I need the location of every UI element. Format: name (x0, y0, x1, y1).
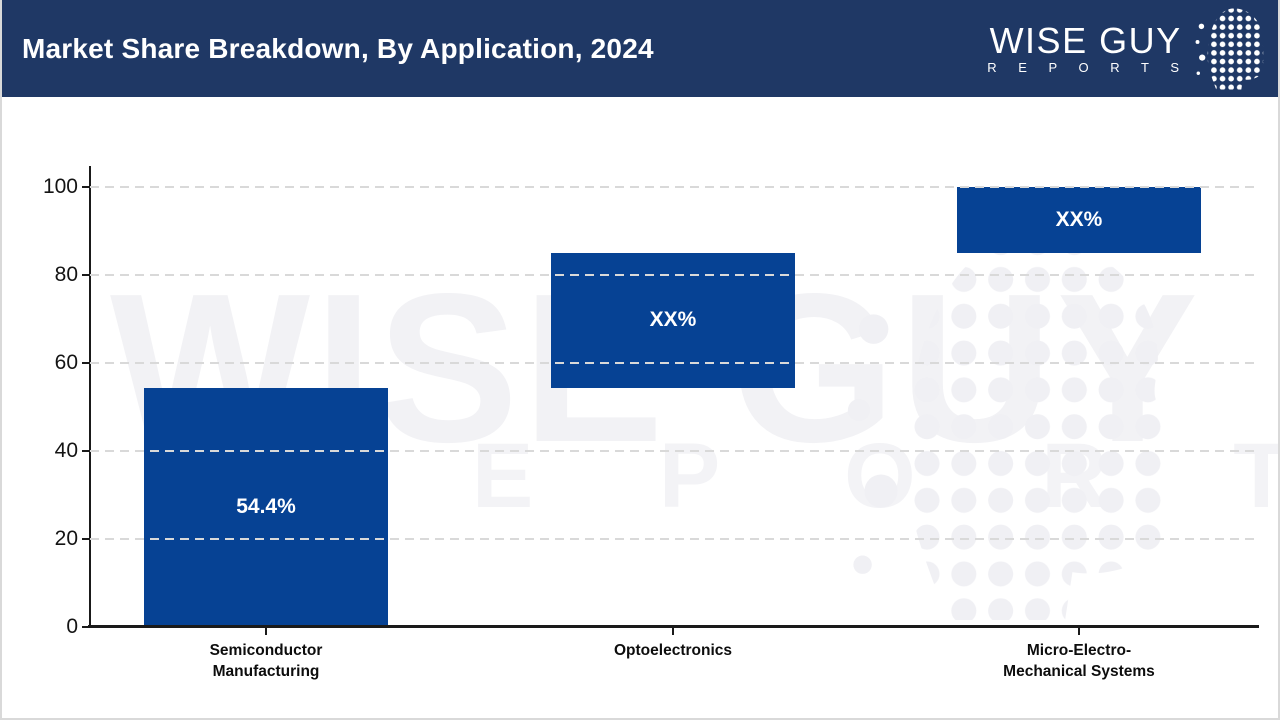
x-tick-micro-electro-mechanical-systems (1078, 628, 1080, 635)
wiseguy-logo: WISE GUY R E P O R T S (983, 6, 1264, 92)
y-tick-60 (82, 362, 90, 364)
y-tick-80 (82, 274, 90, 276)
logo-wiseguy-label: WISE GUY (989, 20, 1182, 61)
bar-value-label: 54.4% (236, 495, 296, 519)
wiseguy-logo-text: WISE GUY R E P O R T S (983, 20, 1188, 76)
watermark-head-icon (847, 236, 1169, 620)
category-label-micro-electro-mechanical-systems: Micro-Electro- Mechanical Systems (929, 640, 1229, 682)
category-label-optoelectronics: Optoelectronics (523, 640, 823, 661)
gridline-60 (90, 362, 1255, 364)
bar-value-label: XX% (649, 308, 697, 332)
y-tick-label-100: 100 (42, 175, 78, 198)
gridline-20 (90, 538, 1255, 540)
x-axis-spine (88, 625, 1259, 628)
header-band: Market Share Breakdown, By Application, … (2, 0, 1278, 97)
y-tick-label-0: 0 (66, 615, 78, 638)
category-label-line: Optoelectronics (614, 642, 732, 659)
y-tick-20 (82, 538, 90, 540)
y-tick-100 (82, 186, 90, 188)
category-label-line: Manufacturing (212, 663, 320, 680)
category-label-semiconductor-manufacturing: Semiconductor Manufacturing (116, 640, 416, 682)
bar-value-label: XX% (1055, 208, 1103, 231)
y-tick-40 (82, 450, 90, 452)
logo-reports-label: R E P O R T S (987, 60, 1188, 75)
y-tick-label-20: 20 (54, 527, 78, 550)
category-label-line: Semiconductor (209, 642, 323, 659)
y-tick-label-80: 80 (54, 263, 78, 286)
gridline-100 (90, 186, 1255, 188)
x-tick-optoelectronics (672, 628, 674, 635)
gridline-40 (90, 450, 1255, 452)
y-axis-spine (89, 166, 91, 628)
category-label-line: Mechanical Systems (1003, 663, 1155, 680)
y-tick-0 (82, 626, 90, 628)
page-title: Market Share Breakdown, By Application, … (22, 32, 654, 64)
category-label-line: Micro-Electro- (1026, 642, 1132, 659)
bar-semiconductor-manufacturing: 54.4% (144, 387, 388, 627)
y-tick-label-60: 60 (54, 351, 78, 374)
y-tick-label-40: 40 (54, 439, 78, 462)
bar-micro-electro-mechanical-systems: XX% (957, 187, 1201, 253)
wiseguy-head-icon (1195, 7, 1264, 90)
x-tick-semiconductor-manufacturing (265, 628, 267, 635)
gridline-80 (90, 274, 1255, 276)
